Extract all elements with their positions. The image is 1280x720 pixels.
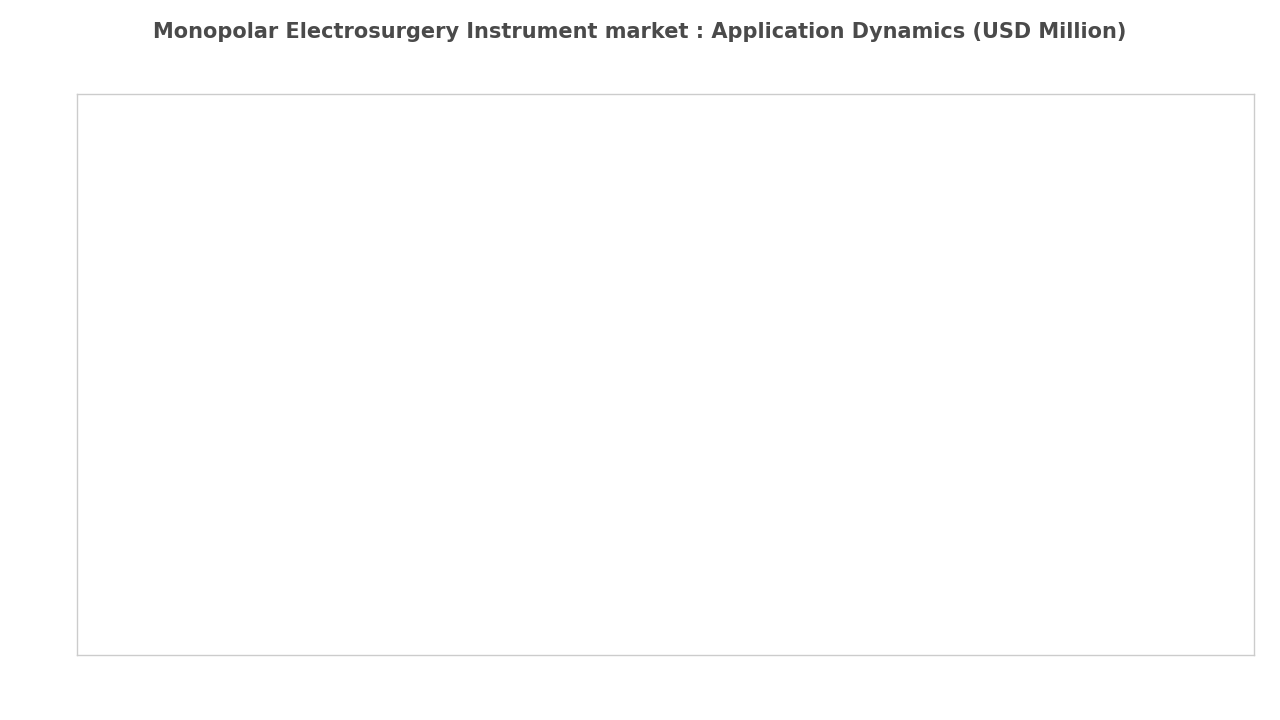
Bar — [252, 248, 335, 547]
Bar — [522, 420, 605, 547]
Text: Monopolar Electrosurgery Instrument market : Application Dynamics (USD Million): Monopolar Electrosurgery Instrument mark… — [154, 22, 1126, 42]
Bar — [1021, 389, 1105, 547]
Bar — [751, 213, 835, 547]
Bar — [932, 380, 1015, 547]
Bar — [433, 409, 515, 547]
Bar — [842, 340, 924, 547]
Legend: General Surgery, Neurosurgery, Cardiovascular Surgery, Others: General Surgery, Neurosurgery, Cardiovas… — [326, 624, 1030, 652]
Bar — [342, 369, 425, 547]
